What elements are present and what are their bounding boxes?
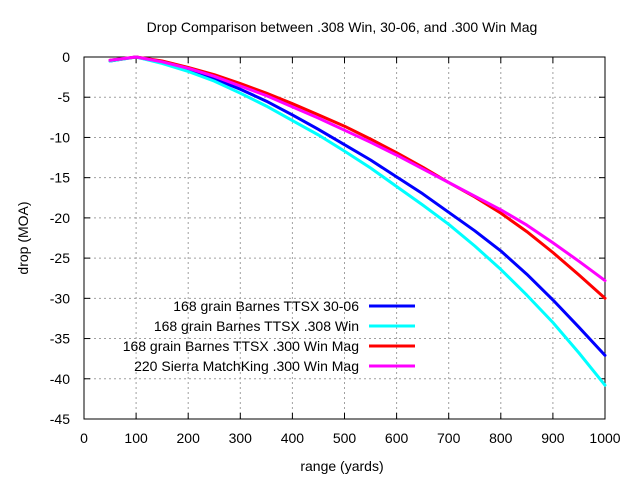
grid-lines [84,57,605,419]
series-line [108,55,607,387]
y-axis-label: drop (MOA) [15,201,31,274]
y-tick-label: 0 [62,49,70,65]
series-line [108,55,607,283]
x-tick-label: 700 [437,430,461,446]
y-tick-label: -15 [50,170,70,186]
series-line [108,55,607,357]
chart-title: Drop Comparison between .308 Win, 30-06,… [147,19,538,35]
legend-label: 168 grain Barnes TTSX .308 Win [154,318,359,334]
legend-label: 220 Sierra MatchKing .300 Win Mag [134,358,359,374]
x-tick-label: 100 [124,430,148,446]
legend-label: 168 grain Barnes TTSX 30-06 [173,298,359,314]
x-tick-label: 200 [177,430,201,446]
x-axis-label: range (yards) [300,458,383,474]
x-tick-label: 500 [333,430,357,446]
y-tick-label: -25 [50,250,70,266]
y-tick-label: -5 [58,89,71,105]
y-tick-label: -40 [50,371,70,387]
x-tick-label: 1000 [589,430,620,446]
series-lines [108,55,607,387]
x-tick-label: 0 [80,430,88,446]
x-tick-label: 400 [281,430,305,446]
x-tick-label: 600 [385,430,409,446]
x-tick-label: 800 [489,430,513,446]
legend-label: 168 grain Barnes TTSX .300 Win Mag [123,338,359,354]
y-tick-label: -10 [50,129,70,145]
x-tick-label: 900 [541,430,565,446]
y-tick-label: -35 [50,331,70,347]
legend: 168 grain Barnes TTSX 30-06 168 grain Bar… [123,298,415,374]
x-tick-label: 300 [229,430,253,446]
y-tick-label: -30 [50,290,70,306]
y-tick-label: -20 [50,210,70,226]
y-tick-label: -45 [50,411,70,427]
axis-ticks: 0 100 200 300 400 500 600 700 800 900 1000 0 -5 -10 -1… [50,49,621,446]
